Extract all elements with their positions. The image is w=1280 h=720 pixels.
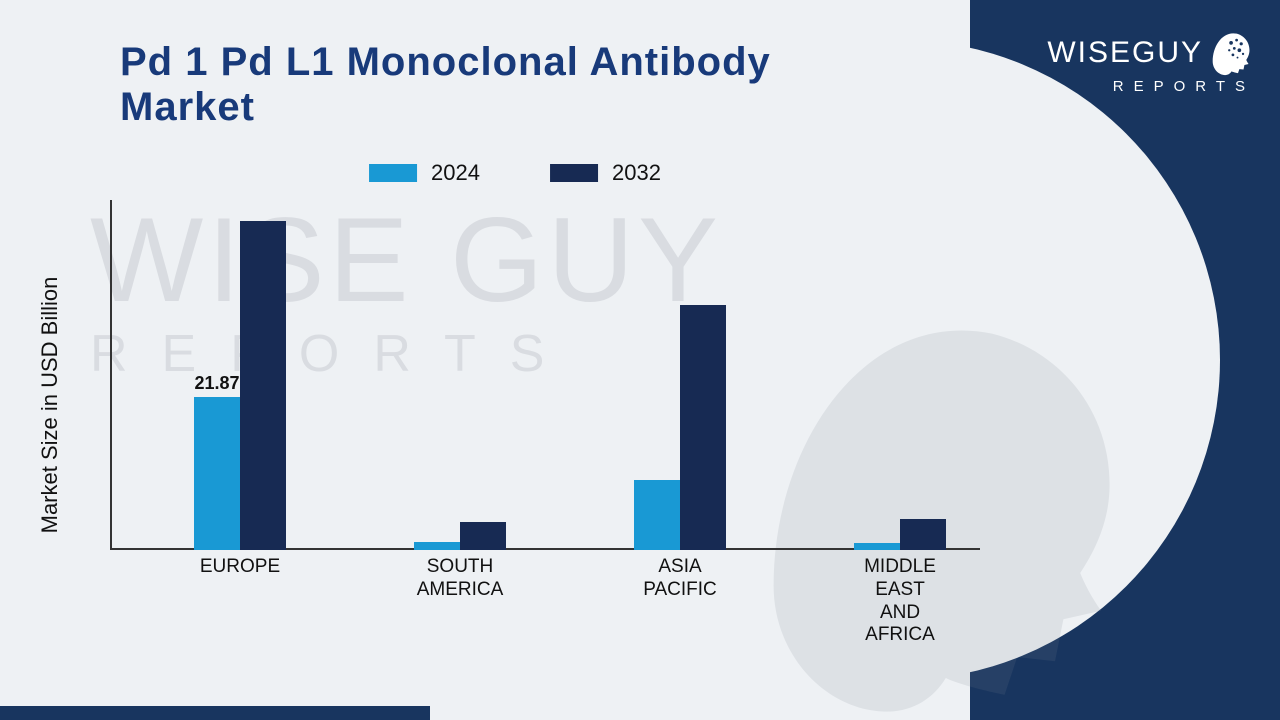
legend: 2024 2032 — [369, 160, 661, 186]
bar — [680, 305, 726, 550]
page-title: Pd 1 Pd L1 Monoclonal Antibody Market — [120, 40, 840, 130]
bottom-accent-bar — [0, 706, 430, 720]
legend-label: 2024 — [431, 160, 480, 186]
plot-area: 21.87EUROPESOUTHAMERICAASIAPACIFICMIDDLE… — [110, 200, 980, 550]
legend-label: 2032 — [612, 160, 661, 186]
legend-swatch — [369, 164, 417, 182]
brand-head-icon — [1209, 30, 1255, 76]
brand-logo-line1: WISEGUY — [1047, 36, 1203, 70]
legend-item: 2024 — [369, 160, 480, 186]
page-title-text: Pd 1 Pd L1 Monoclonal Antibody Market — [120, 40, 771, 129]
category-label: SOUTHAMERICA — [370, 556, 550, 602]
bar-group: SOUTHAMERICA — [370, 522, 550, 550]
legend-swatch — [550, 164, 598, 182]
category-label: EUROPE — [150, 556, 330, 579]
category-label: MIDDLEEASTANDAFRICA — [810, 556, 990, 647]
category-label: ASIAPACIFIC — [590, 556, 770, 602]
bar: 21.87 — [194, 397, 240, 550]
y-axis-line — [110, 200, 112, 550]
bar-group: 21.87EUROPE — [150, 221, 330, 550]
bar-group: MIDDLEEASTANDAFRICA — [810, 519, 990, 551]
legend-item: 2032 — [550, 160, 661, 186]
bar-value-label: 21.87 — [194, 373, 239, 394]
bar — [414, 542, 460, 550]
y-axis-label: Market Size in USD Billion — [37, 277, 63, 534]
bar — [460, 522, 506, 550]
bar — [634, 480, 680, 550]
bar — [900, 519, 946, 551]
bar — [240, 221, 286, 550]
bar — [854, 543, 900, 550]
brand-logo: WISEGUY REPORTS — [1047, 30, 1255, 95]
brand-logo-line2: REPORTS — [1047, 78, 1255, 95]
chart: Market Size in USD Billion 20242032 21.8… — [50, 170, 980, 640]
bar-group: ASIAPACIFIC — [590, 305, 770, 550]
